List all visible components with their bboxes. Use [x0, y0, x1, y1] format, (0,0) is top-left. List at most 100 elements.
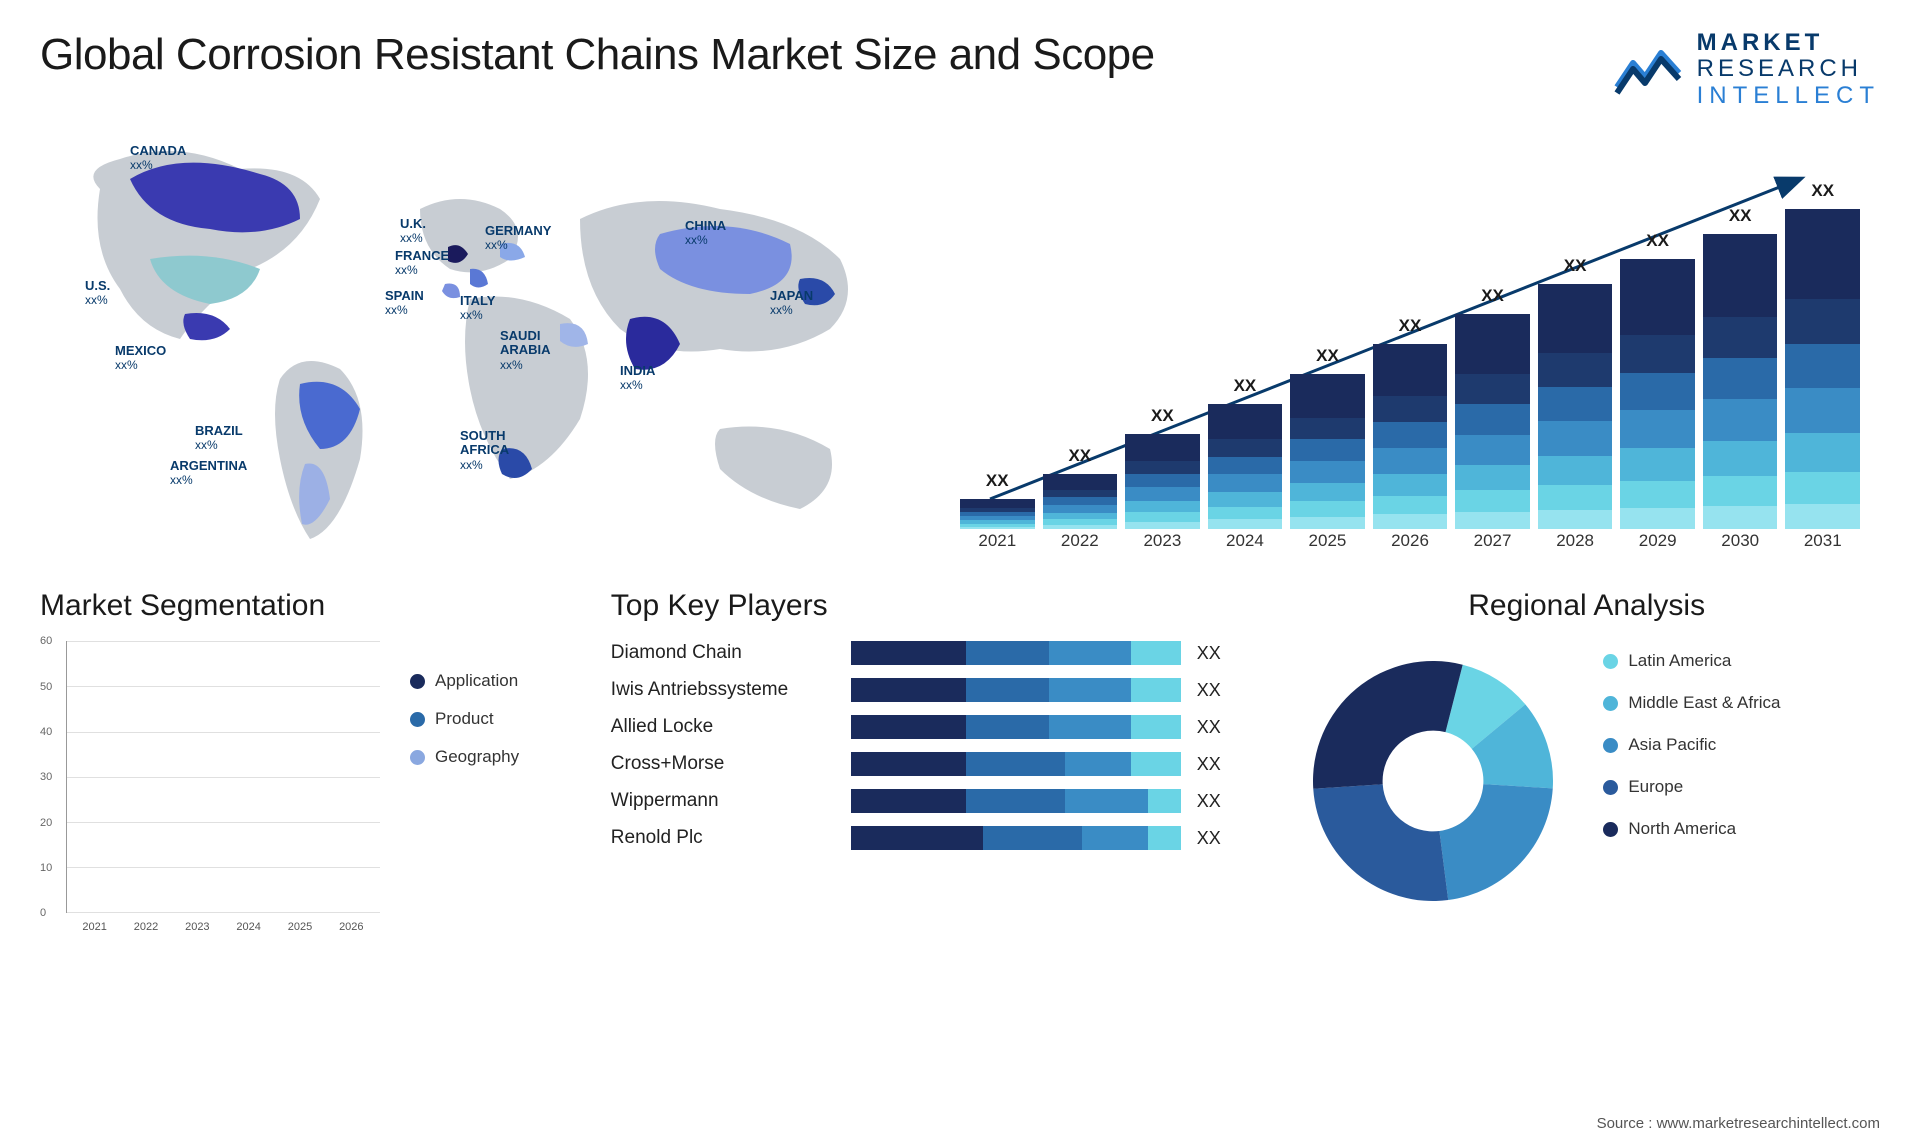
donut-slice	[1440, 784, 1553, 900]
key-player-row: Cross+Morse XX	[611, 752, 1254, 776]
brand-logo: MARKET RESEARCH INTELLECT	[1613, 30, 1880, 109]
key-player-value: XX	[1181, 791, 1221, 812]
key-player-name: Wippermann	[611, 790, 851, 812]
key-player-bar	[851, 789, 1181, 813]
key-player-bar	[851, 826, 1181, 850]
seg-year-label: 2023	[177, 915, 218, 941]
regional-legend: Latin America Middle East & Africa Asia Pa…	[1603, 641, 1780, 839]
map-country-label: U.K.xx%	[400, 217, 426, 246]
growth-year-label: 2022	[1043, 531, 1118, 559]
map-country-label: CANADAxx%	[130, 144, 186, 173]
map-country-label: FRANCExx%	[395, 249, 449, 278]
logo-text-2: RESEARCH	[1697, 56, 1880, 82]
map-country-label: GERMANYxx%	[485, 224, 551, 253]
growth-bar-label: XX	[960, 471, 1035, 491]
growth-bar-label: XX	[1208, 376, 1283, 396]
growth-year-label: 2027	[1455, 531, 1530, 559]
growth-bar: XX	[960, 499, 1035, 529]
key-player-name: Iwis Antriebssysteme	[611, 679, 851, 701]
growth-year-label: 2031	[1785, 531, 1860, 559]
seg-ytick: 0	[40, 907, 46, 919]
growth-bar: XX	[1290, 374, 1365, 529]
growth-bar: XX	[1455, 314, 1530, 529]
map-country-label: INDIAxx%	[620, 364, 655, 393]
growth-year-label: 2025	[1290, 531, 1365, 559]
seg-ytick: 40	[40, 726, 52, 738]
growth-year-label: 2029	[1620, 531, 1695, 559]
growth-bar: XX	[1620, 259, 1695, 529]
key-player-value: XX	[1181, 828, 1221, 849]
growth-bar-label: XX	[1043, 446, 1118, 466]
growth-year-label: 2024	[1208, 531, 1283, 559]
source-attribution: Source : www.marketresearchintellect.com	[1597, 1115, 1880, 1132]
segmentation-panel: Market Segmentation 0102030405060 202120…	[40, 589, 571, 941]
key-player-bar	[851, 752, 1181, 776]
key-player-bar	[851, 641, 1181, 665]
seg-ytick: 10	[40, 862, 52, 874]
growth-bar-label: XX	[1703, 206, 1778, 226]
world-map-panel: CANADAxx%U.S.xx%MEXICOxx%BRAZILxx%ARGENT…	[40, 129, 920, 559]
key-player-name: Cross+Morse	[611, 753, 851, 775]
regional-legend-item: Latin America	[1603, 651, 1780, 671]
growth-bar-label: XX	[1455, 286, 1530, 306]
key-player-name: Diamond Chain	[611, 642, 851, 664]
seg-ytick: 60	[40, 635, 52, 647]
growth-year-label: 2026	[1373, 531, 1448, 559]
regional-legend-item: North America	[1603, 819, 1780, 839]
segmentation-title: Market Segmentation	[40, 589, 571, 623]
key-player-row: Wippermann XX	[611, 789, 1254, 813]
logo-text-1: MARKET	[1697, 30, 1880, 56]
donut-slice	[1313, 661, 1463, 789]
key-player-bar	[851, 715, 1181, 739]
regional-donut-chart	[1293, 641, 1573, 921]
growth-bar: XX	[1785, 209, 1860, 529]
growth-bar-label: XX	[1785, 181, 1860, 201]
key-player-row: Iwis AntriebssystemeXX	[611, 678, 1254, 702]
map-country-label: BRAZILxx%	[195, 424, 243, 453]
growth-year-label: 2023	[1125, 531, 1200, 559]
growth-bar: XX	[1208, 404, 1283, 529]
donut-slice	[1314, 784, 1449, 901]
map-country-label: U.S.xx%	[85, 279, 110, 308]
growth-year-label: 2021	[960, 531, 1035, 559]
key-player-name: Renold Plc	[611, 827, 851, 849]
map-country-label: JAPANxx%	[770, 289, 813, 318]
growth-bar-label: XX	[1373, 316, 1448, 336]
segmentation-chart: 0102030405060 202120222023202420252026	[40, 641, 380, 941]
growth-bar: XX	[1703, 234, 1778, 529]
map-country-label: SAUDIARABIAxx%	[500, 329, 551, 372]
key-player-value: XX	[1181, 643, 1221, 664]
growth-chart: XXXXXXXXXXXXXXXXXXXXXX 20212022202320242…	[960, 129, 1880, 559]
world-map-icon	[40, 129, 920, 559]
growth-bar-label: XX	[1125, 406, 1200, 426]
seg-legend-item: Application	[410, 671, 519, 691]
logo-mark-icon	[1613, 43, 1683, 97]
map-country-label: MEXICOxx%	[115, 344, 166, 373]
map-country-label: CHINAxx%	[685, 219, 726, 248]
regional-legend-item: Asia Pacific	[1603, 735, 1780, 755]
growth-bar: XX	[1538, 284, 1613, 529]
regional-legend-item: Middle East & Africa	[1603, 693, 1780, 713]
key-player-row: Allied Locke XX	[611, 715, 1254, 739]
seg-legend-item: Geography	[410, 747, 519, 767]
growth-bar: XX	[1373, 344, 1448, 529]
key-player-value: XX	[1181, 754, 1221, 775]
seg-year-label: 2022	[125, 915, 166, 941]
growth-bar: XX	[1043, 474, 1118, 529]
map-country-label: SPAINxx%	[385, 289, 424, 318]
key-player-value: XX	[1181, 717, 1221, 738]
key-players-panel: Top Key Players Diamond ChainXXIwis Antr…	[611, 589, 1254, 941]
growth-year-label: 2028	[1538, 531, 1613, 559]
growth-bar: XX	[1125, 434, 1200, 529]
seg-year-label: 2025	[279, 915, 320, 941]
regional-title: Regional Analysis	[1293, 589, 1880, 623]
growth-bar-label: XX	[1538, 256, 1613, 276]
map-country-label: ITALYxx%	[460, 294, 495, 323]
page-title: Global Corrosion Resistant Chains Market…	[40, 30, 1155, 80]
growth-bar-label: XX	[1290, 346, 1365, 366]
key-player-name: Allied Locke	[611, 716, 851, 738]
regional-legend-item: Europe	[1603, 777, 1780, 797]
seg-ytick: 50	[40, 681, 52, 693]
key-player-row: Diamond Chain XX	[611, 641, 1254, 665]
key-player-row: Renold Plc XX	[611, 826, 1254, 850]
